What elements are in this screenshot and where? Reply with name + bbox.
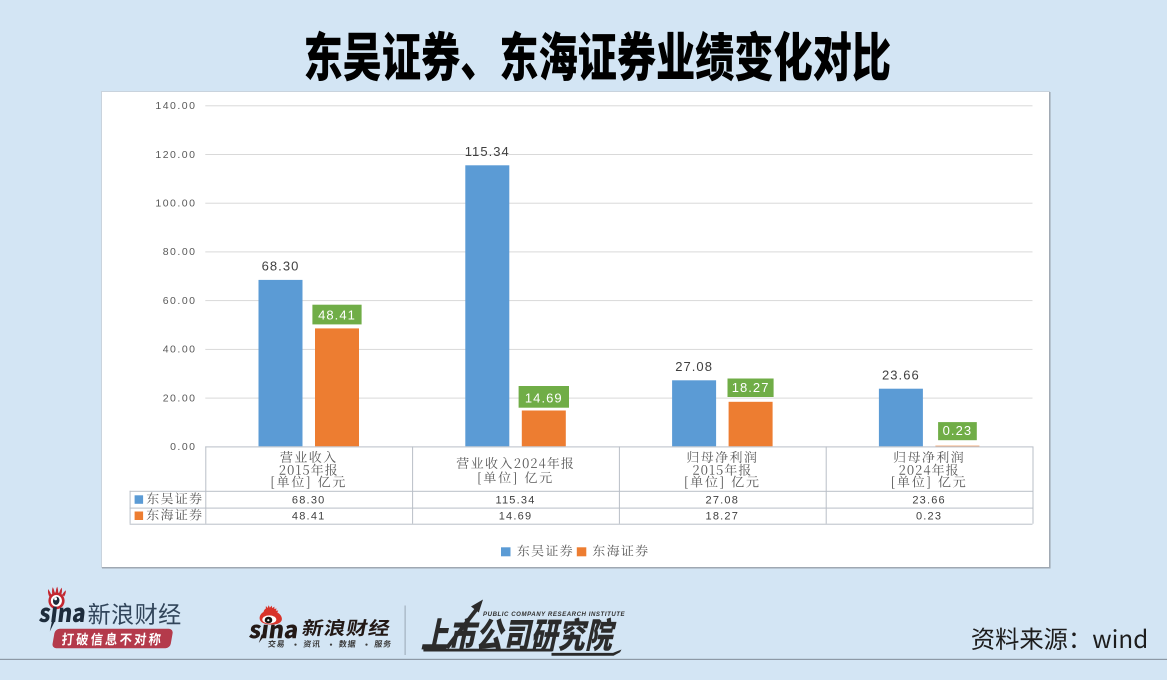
svg-text:PUBLIC COMPANY RESEARCH INSTIT: PUBLIC COMPANY RESEARCH INSTITUTE (483, 611, 626, 618)
svg-text:80.00: 80.00 (163, 246, 197, 258)
svg-text:48.41: 48.41 (292, 511, 326, 523)
svg-text:18.27: 18.27 (732, 380, 770, 395)
svg-text:48.41: 48.41 (318, 307, 356, 322)
svg-text:27.08: 27.08 (706, 495, 740, 507)
svg-text:14.69: 14.69 (499, 511, 533, 523)
svg-text:140.00: 140.00 (155, 100, 196, 112)
svg-text:68.30: 68.30 (262, 259, 300, 274)
svg-text:27.08: 27.08 (675, 359, 713, 374)
svg-text:0.23: 0.23 (943, 423, 973, 438)
svg-text:115.34: 115.34 (465, 144, 510, 159)
svg-text:68.30: 68.30 (292, 495, 326, 507)
svg-text:115.34: 115.34 (495, 495, 535, 507)
svg-text:20.00: 20.00 (163, 392, 197, 404)
svg-text:23.66: 23.66 (912, 495, 946, 507)
svg-text:120.00: 120.00 (155, 149, 196, 161)
svg-text:14.69: 14.69 (525, 391, 563, 406)
svg-text:18.27: 18.27 (706, 511, 740, 523)
svg-text:40.00: 40.00 (163, 344, 197, 356)
svg-text:23.66: 23.66 (882, 367, 920, 382)
svg-text:0.23: 0.23 (916, 511, 942, 523)
svg-text:100.00: 100.00 (155, 198, 196, 210)
svg-text:60.00: 60.00 (163, 295, 197, 307)
svg-text:0.00: 0.00 (170, 441, 196, 453)
